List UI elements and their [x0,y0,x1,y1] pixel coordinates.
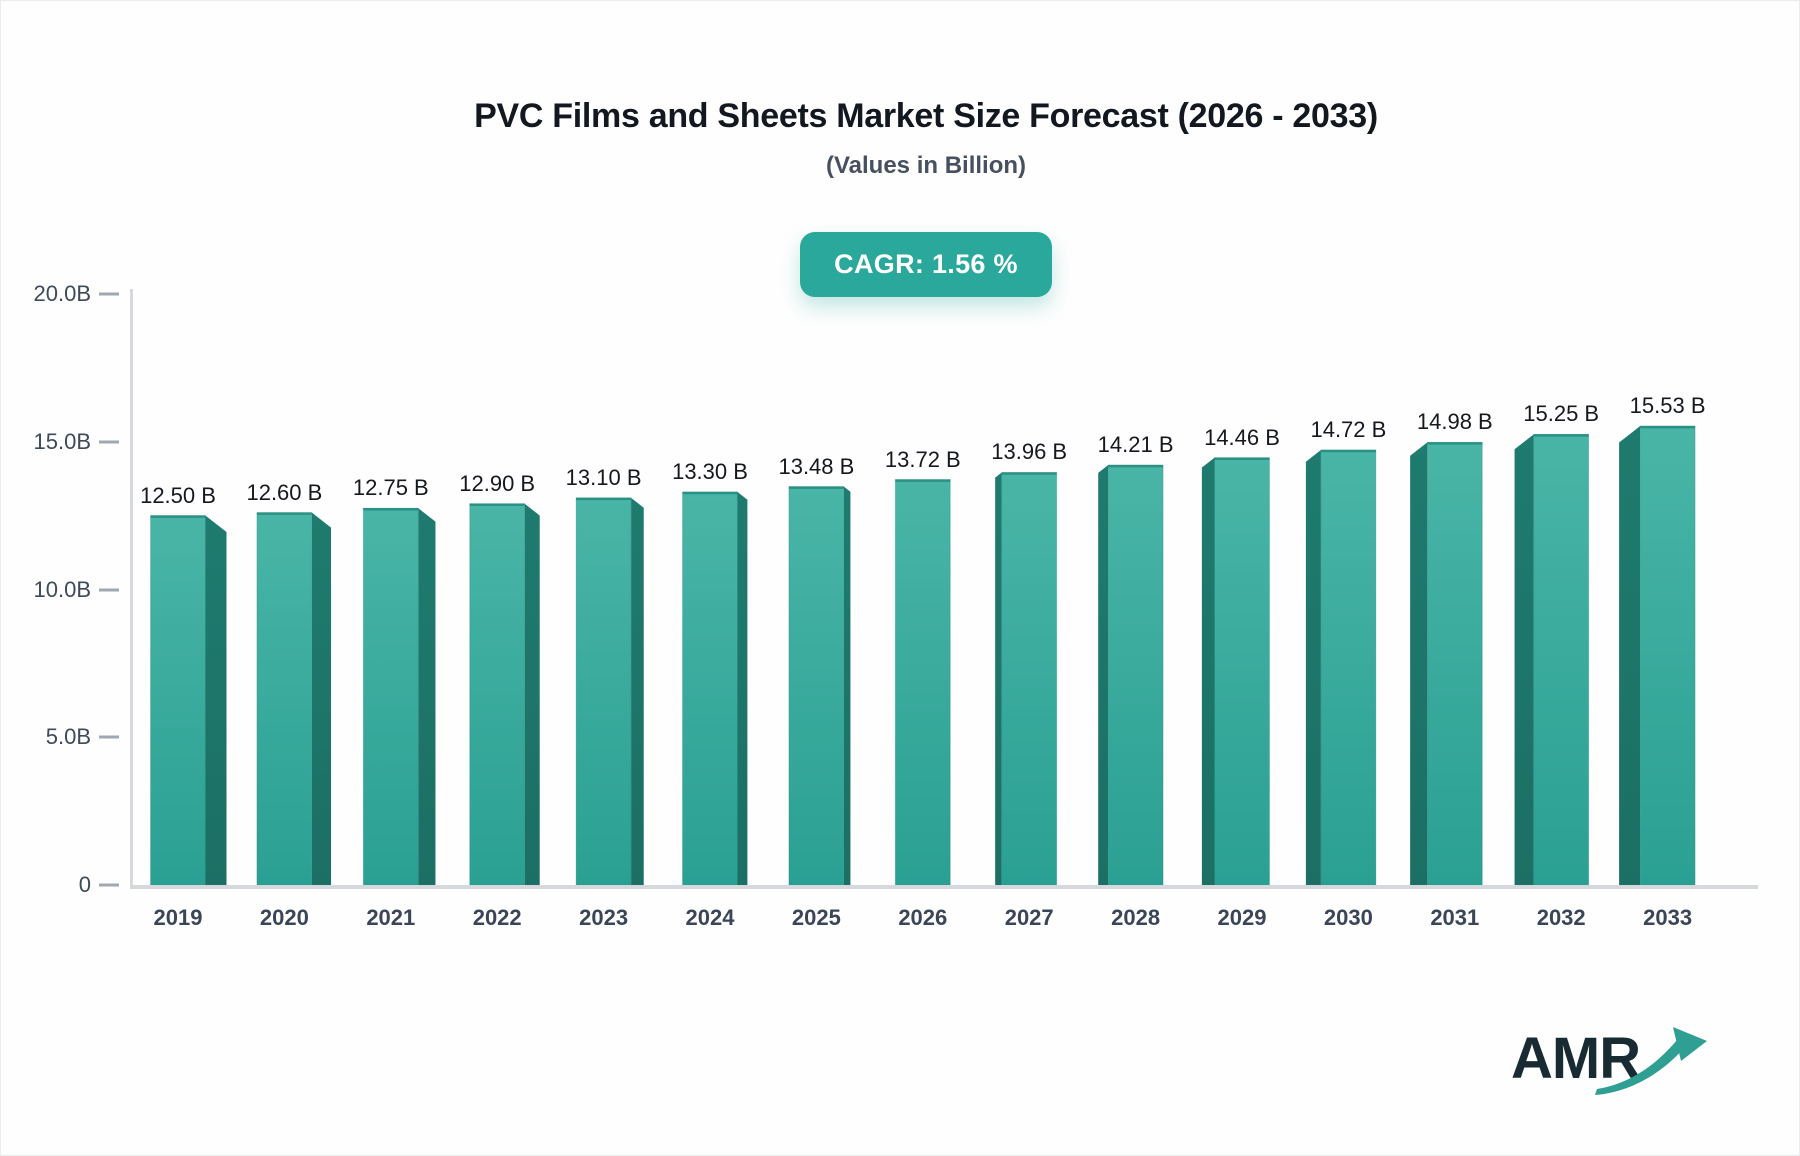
bar-value-label-2028: 14.21 B [1097,432,1174,458]
y-axis-tick-label-0: 0 [78,872,91,897]
bar-2032 [1514,433,1590,886]
bar-front-face [1001,471,1058,886]
bar-2033 [1619,425,1696,886]
x-axis-label-2026: 2026 [898,905,948,930]
bar-side-face [631,497,644,885]
bar-2026 [894,479,951,886]
x-axis-label-2027: 2027 [1004,905,1054,930]
bar-front-face [682,491,738,886]
x-axis-label-2019: 2019 [153,905,203,930]
bar-side-face [524,503,540,885]
bar-value-label-2024: 13.30 B [672,458,748,484]
x-axis-label-2025: 2025 [791,905,841,930]
x-axis-label-2031: 2031 [1430,905,1480,930]
chart-title: PVC Films and Sheets Market Size Forecas… [474,97,1378,135]
bar-side-face [205,515,227,885]
x-axis-line [130,885,1758,889]
bar-value-label-2020: 12.60 B [246,479,323,505]
bar-side-face [1305,450,1321,885]
x-axis-label-2028: 2028 [1111,905,1161,930]
y-axis-tick-label-5.0B: 5.0B [45,724,91,750]
bar-front-face [362,507,419,886]
bar-front-face [1533,433,1590,886]
y-axis-tick-mark [99,735,119,739]
x-axis-label-2023: 2023 [579,905,629,930]
bar-front-face [1320,449,1377,886]
x-axis-label-2032: 2032 [1536,905,1586,930]
bar-2023 [575,497,644,886]
amr-logo: AMR [1511,1019,1711,1103]
bar-side-face [1619,426,1641,885]
bar-front-face [256,512,313,886]
y-axis-tick-mark [99,292,119,296]
bar-value-label-2032: 15.25 B [1523,401,1600,427]
bar-2030 [1305,449,1377,886]
amr-logo-text: AMR [1511,1026,1641,1091]
y-axis-line [130,289,133,887]
bar-side-face [737,491,748,885]
y-axis-tick-mark [99,588,119,591]
bar-front-face [150,515,206,886]
bar-side-face [843,486,851,885]
bar-side-face [418,508,436,885]
bar-value-label-2026: 13.72 B [884,446,961,472]
bar-side-face [1410,442,1428,885]
bar-front-face [788,486,845,886]
bar-value-label-2025: 13.48 B [778,453,855,479]
y-axis-tick-label-15.0B: 15.0B [33,428,92,454]
x-axis-label-2021: 2021 [366,905,416,930]
bar-side-face [995,472,1002,885]
bar-value-label-2033: 15.53 B [1629,393,1706,419]
chart-subtitle: (Values in Billion) [825,152,1027,179]
bar-value-label-2021: 12.75 B [352,475,429,501]
bar-2029 [1201,457,1270,886]
y-axis-tick-label-10.0B: 10.0B [33,576,92,602]
y-axis-tick-mark [99,440,119,444]
bar-side-face [1098,465,1109,885]
bar-value-label-2029: 14.46 B [1204,424,1280,450]
x-axis-label-2024: 2024 [685,905,735,930]
trend-up-arrow-icon [1595,1027,1707,1095]
bar-front-face [1107,464,1164,886]
x-axis-label-2020: 2020 [259,905,309,930]
x-axis-label-2029: 2029 [1217,905,1267,930]
bar-value-label-2027: 13.96 B [991,439,1068,465]
cagr-badge: CAGR: 1.56 % [800,232,1052,297]
bar-2022 [469,503,540,886]
bar-front-face [469,503,526,886]
bar-2027 [995,471,1058,886]
bar-value-label-2030: 14.72 B [1310,417,1387,443]
y-axis-tick-label-20.0B: 20.0B [33,281,92,306]
bar-2021 [362,507,436,886]
x-axis-label-2022: 2022 [472,905,522,930]
bar-front-face [1426,441,1483,886]
bar-value-label-2022: 12.90 B [459,470,536,496]
chart-header: PVC Films and Sheets Market Size Forecas… [26,1,1799,297]
bar-2025 [788,486,851,886]
bar-2024 [682,491,748,886]
bar-side-face [1514,434,1534,885]
bar-front-face [575,497,632,886]
x-axis-label-2030: 2030 [1323,905,1373,930]
bar-value-label-2031: 14.98 B [1416,409,1493,435]
bar-side-face [1201,457,1215,885]
bar-2019 [150,515,227,886]
bar-value-label-2023: 13.10 B [565,464,642,490]
bar-front-face [1639,425,1696,886]
bar-2031 [1410,441,1483,886]
y-axis-tick-mark [99,883,119,887]
x-axis-label-2033: 2033 [1643,905,1693,930]
bar-value-label-2019: 12.50 B [140,482,216,508]
bar-2020 [256,512,332,886]
bar-2028 [1098,464,1164,886]
bar-side-face [311,512,332,885]
bar-front-face [1214,457,1270,886]
bar-front-face [894,479,951,886]
